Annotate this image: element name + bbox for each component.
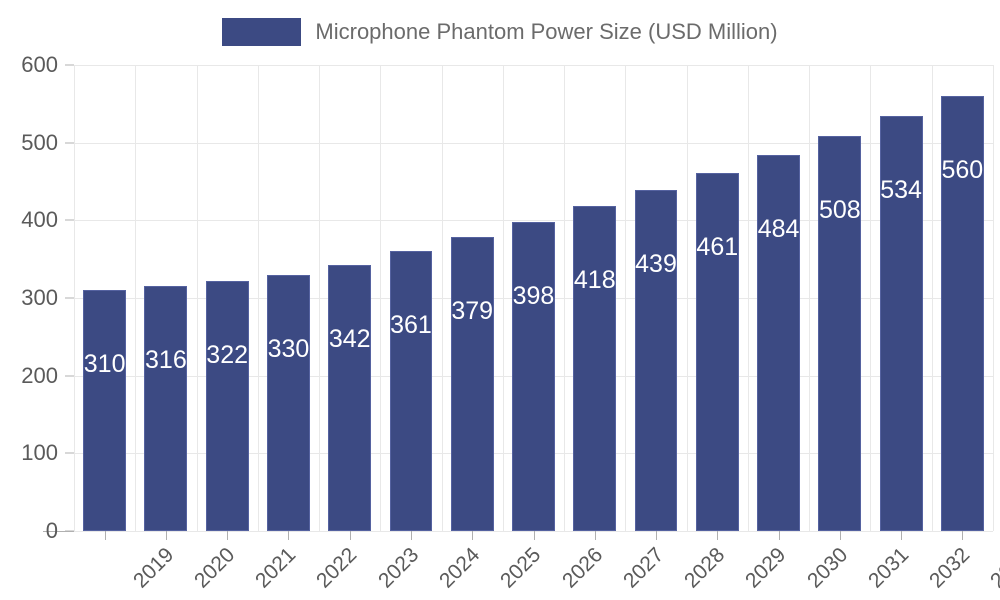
- x-axis-tick-mark: [472, 531, 474, 540]
- x-axis-tick-label: 2028: [680, 543, 730, 593]
- bar[interactable]: [266, 274, 310, 531]
- x-axis-tick-mark: [594, 531, 596, 540]
- x-axis-tick-mark: [962, 531, 964, 540]
- bar[interactable]: [879, 116, 923, 531]
- x-axis-tick-label: 2020: [189, 543, 240, 593]
- legend-color-swatch[interactable]: [222, 18, 302, 46]
- x-axis-tick-label: 2024: [434, 543, 485, 593]
- bar[interactable]: [818, 136, 862, 531]
- bar[interactable]: [757, 155, 800, 531]
- x-axis-tick-label: 2027: [618, 543, 669, 593]
- x-axis-tick-mark: [227, 531, 229, 540]
- bar[interactable]: [328, 265, 372, 531]
- x-axis-tick-label: 2025: [496, 543, 546, 593]
- x-axis-tick-label: 2019: [128, 543, 178, 593]
- x-axis-tick-label: 2033: [986, 543, 1000, 593]
- x-axis-tick-label: 2022: [312, 543, 362, 593]
- y-axis-tick-mark: [65, 452, 74, 454]
- x-axis-tick-mark: [349, 531, 351, 540]
- x-axis-tick-label: 2023: [373, 543, 423, 593]
- x-axis-tick-label: 2031: [863, 543, 914, 593]
- x-axis-spine: [43, 531, 993, 532]
- x-axis-tick-label: 2026: [557, 543, 607, 593]
- bar[interactable]: [389, 250, 433, 531]
- x-axis-tick-mark: [104, 531, 106, 540]
- x-axis-tick-mark: [288, 531, 290, 540]
- bar[interactable]: [940, 96, 984, 531]
- x-axis-tick-label: 2032: [925, 543, 975, 593]
- y-axis-tick-label: 600: [21, 52, 58, 77]
- y-axis-tick-mark: [65, 142, 74, 144]
- y-axis-tick-label: 0: [45, 518, 58, 543]
- y-axis-tick-label: 400: [21, 207, 58, 233]
- bar[interactable]: [573, 206, 617, 531]
- x-axis-tick-label: 2030: [802, 543, 852, 593]
- x-axis-tick-mark: [839, 531, 841, 540]
- chart-legend: Microphone Phantom Power Size (USD Milli…: [0, 10, 1000, 54]
- y-axis-tick-label: 200: [21, 362, 58, 388]
- x-axis-tick-mark: [778, 531, 780, 540]
- y-axis-tick-label: 300: [21, 285, 58, 310]
- y-axis-tick-mark: [65, 375, 74, 377]
- x-axis-tick-mark: [717, 531, 719, 540]
- legend-label: Microphone Phantom Power Size (USD Milli…: [315, 19, 778, 44]
- bar[interactable]: [450, 236, 494, 531]
- x-axis-tick-mark: [165, 531, 167, 540]
- x-axis-tick-mark: [410, 531, 412, 540]
- gridline-vertical: [993, 65, 994, 531]
- bar[interactable]: [144, 285, 188, 531]
- x-axis-tick-label: 2029: [741, 543, 791, 593]
- x-axis-tick-mark: [533, 531, 535, 540]
- x-axis-tick-mark: [656, 531, 658, 540]
- bar[interactable]: [83, 290, 127, 531]
- bar[interactable]: [634, 190, 678, 531]
- y-axis-tick-mark: [65, 64, 74, 66]
- y-axis-tick-mark: [65, 530, 74, 532]
- y-axis-tick-mark: [65, 297, 74, 299]
- y-axis-tick-label: 500: [21, 129, 58, 155]
- y-axis-tick-label: 100: [21, 440, 58, 466]
- plot-area: 310 316 322 330 342 361 379 398 418 439 461 484 508 5…: [21, 54, 1000, 593]
- y-axis-tick-mark: [65, 219, 74, 221]
- bar[interactable]: [695, 172, 739, 531]
- x-axis-tick-mark: [901, 531, 903, 540]
- x-axis-tick-label: 2021: [251, 543, 301, 593]
- bar[interactable]: [205, 280, 249, 531]
- bars-container: 310 316 322 330 342 361 379 398 418 439 461 484 508 5…: [74, 65, 993, 531]
- bar[interactable]: [512, 221, 555, 531]
